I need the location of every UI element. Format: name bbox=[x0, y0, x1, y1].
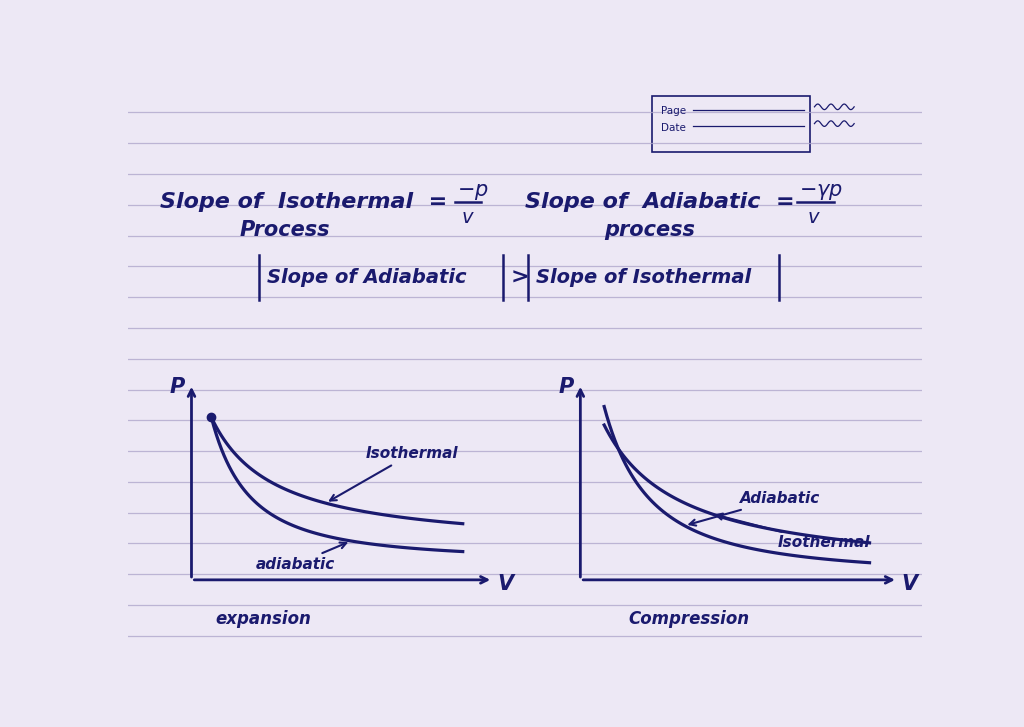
Text: Isothermal: Isothermal bbox=[717, 513, 870, 550]
Text: Slope of  Adiabatic  =: Slope of Adiabatic = bbox=[524, 192, 795, 212]
Text: P: P bbox=[169, 377, 184, 397]
Text: Isothermal: Isothermal bbox=[330, 446, 458, 501]
Text: expansion: expansion bbox=[215, 610, 311, 628]
Text: $v$: $v$ bbox=[461, 208, 475, 227]
Text: Process: Process bbox=[240, 220, 330, 240]
Text: >: > bbox=[511, 268, 529, 288]
Text: $v$: $v$ bbox=[807, 208, 821, 227]
Text: P: P bbox=[558, 377, 573, 397]
Text: $-p$: $-p$ bbox=[458, 182, 489, 202]
Text: V: V bbox=[902, 574, 918, 595]
Text: Slope of Adiabatic: Slope of Adiabatic bbox=[267, 268, 466, 287]
Text: Slope of Isothermal: Slope of Isothermal bbox=[536, 268, 751, 287]
Text: Page: Page bbox=[662, 105, 686, 116]
Text: adiabatic: adiabatic bbox=[256, 542, 346, 572]
Text: process: process bbox=[604, 220, 695, 240]
Text: Date: Date bbox=[662, 123, 686, 132]
Text: Adiabatic: Adiabatic bbox=[689, 491, 820, 526]
Text: Compression: Compression bbox=[628, 610, 750, 628]
Text: Slope of  Isothermal  =: Slope of Isothermal = bbox=[160, 192, 447, 212]
Text: $-\gamma p$: $-\gamma p$ bbox=[799, 182, 843, 202]
Text: V: V bbox=[497, 574, 513, 595]
